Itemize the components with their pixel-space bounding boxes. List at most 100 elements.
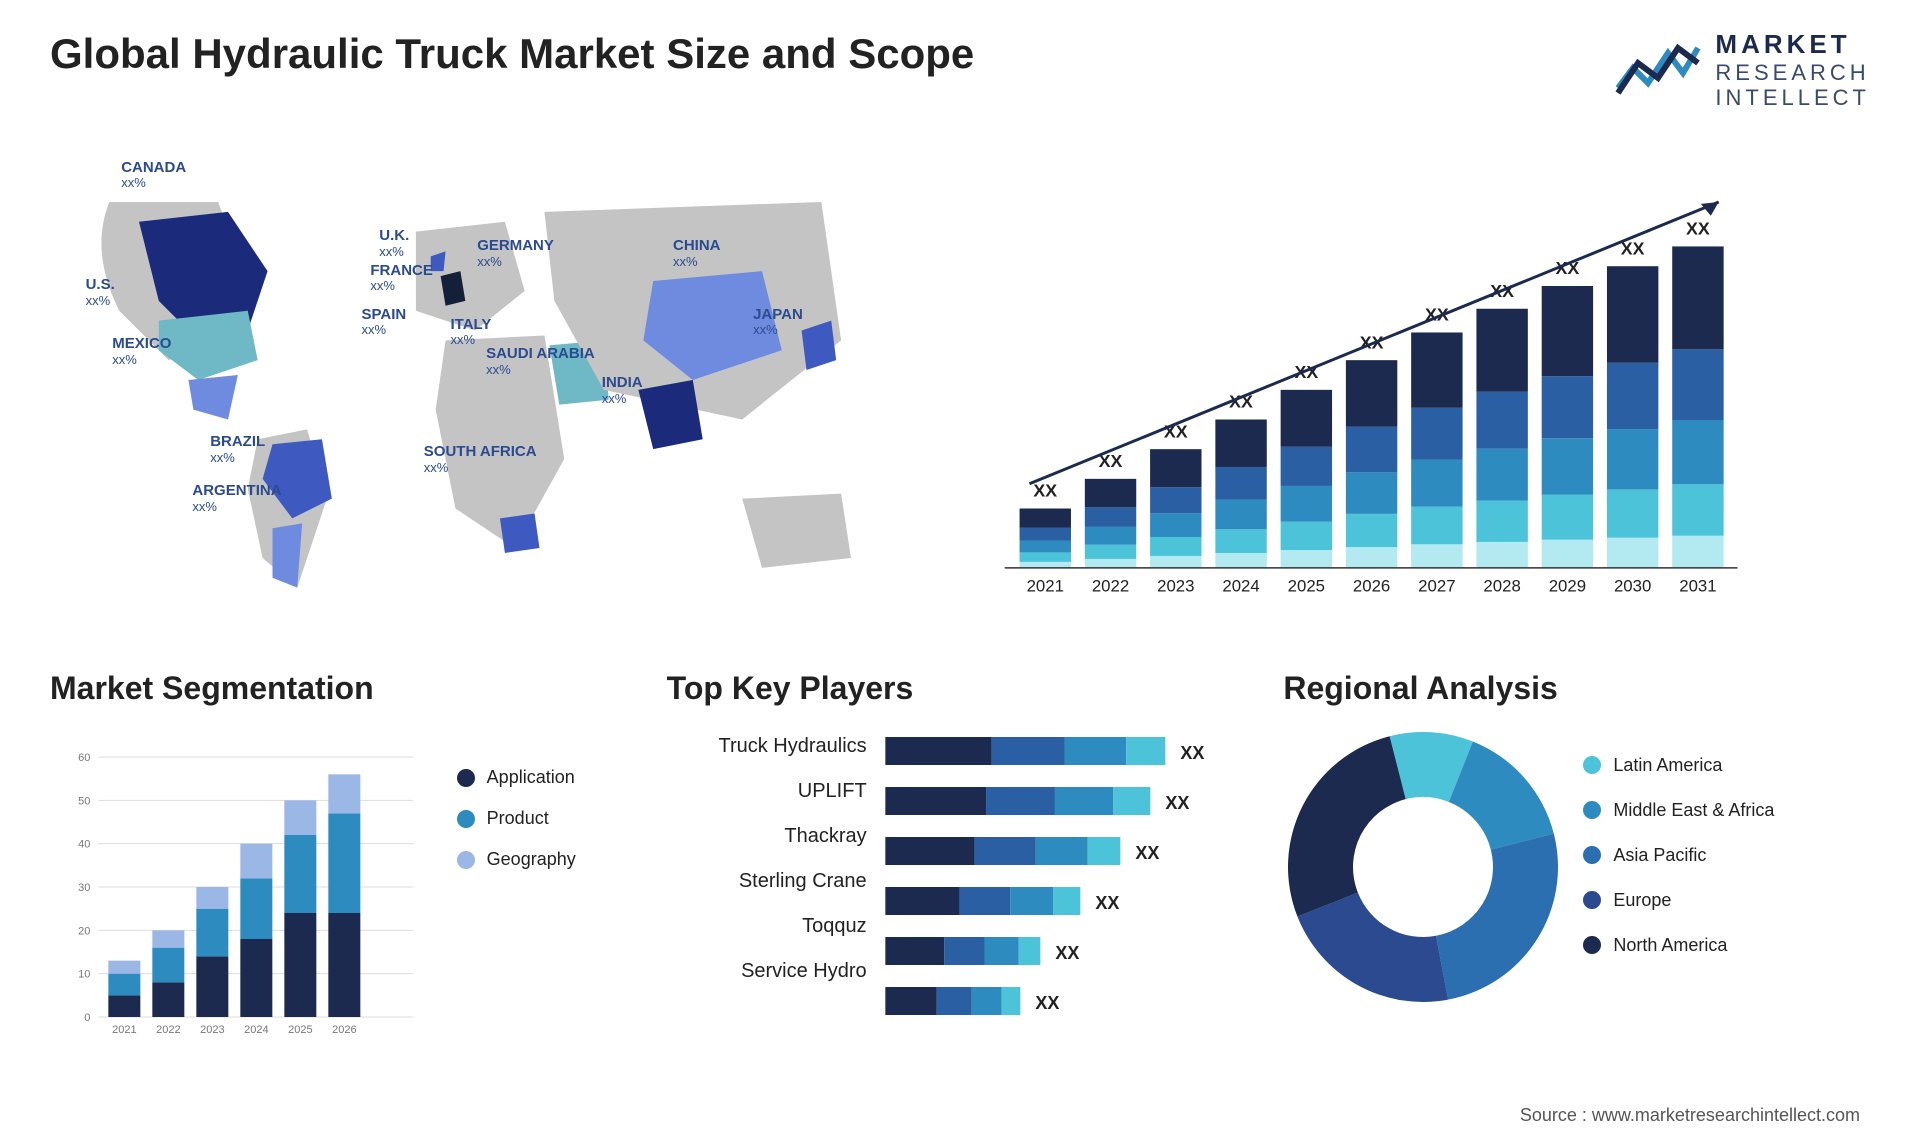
map-label-mexico: MEXICOxx% [112, 336, 171, 367]
top-row: CANADAxx%U.S.xx%MEXICOxx%BRAZILxx%ARGENT… [50, 130, 1870, 620]
logo-line-3: INTELLECT [1715, 85, 1870, 110]
svg-text:2031: 2031 [1679, 577, 1716, 596]
logo-line-2: RESEARCH [1715, 60, 1870, 85]
svg-text:2021: 2021 [112, 1024, 136, 1036]
bottom-row: Market Segmentation 0 10 20 30 40 50 60 2021 202… [50, 670, 1870, 1100]
svg-text:XX: XX [1135, 843, 1159, 863]
logo-text: MARKET RESEARCH INTELLECT [1715, 30, 1870, 110]
player-label: UPLIFT [798, 780, 867, 803]
map-label-south-africa: SOUTH AFRICAxx% [424, 444, 537, 475]
regional-analysis-panel: Regional Analysis Latin America Middle Ea… [1283, 670, 1870, 1100]
svg-text:2025: 2025 [1288, 577, 1325, 596]
legend-label: Product [487, 808, 549, 829]
legend-dot-icon [1583, 936, 1601, 954]
svg-text:XX: XX [1055, 943, 1079, 963]
segmentation-legend-item: Application [457, 767, 637, 788]
svg-text:XX: XX [1035, 993, 1059, 1013]
legend-label: Latin America [1613, 755, 1722, 776]
svg-text:2024: 2024 [1222, 577, 1259, 596]
map-label-brazil: BRAZILxx% [210, 434, 265, 465]
segmentation-legend-item: Product [457, 808, 637, 829]
legend-dot-icon [1583, 891, 1601, 909]
player-labels: Truck HydraulicsUPLIFTThackraySterling C… [667, 727, 867, 1047]
player-label: Service Hydro [741, 960, 867, 983]
svg-text:50: 50 [78, 796, 90, 808]
map-label-u-s-: U.S.xx% [86, 277, 115, 308]
legend-dot-icon [457, 851, 475, 869]
svg-text:20: 20 [78, 926, 90, 938]
svg-text:2027: 2027 [1418, 577, 1455, 596]
legend-dot-icon [1583, 846, 1601, 864]
logo: MARKET RESEARCH INTELLECT [1613, 30, 1870, 110]
svg-text:XX: XX [1165, 793, 1189, 813]
legend-dot-icon [1583, 801, 1601, 819]
players-svg: XX XX XX XX XX XX [877, 727, 1254, 1047]
growth-chart-svg: XX2021XX2022XX2023XX2024XX2025XX2026XX20… [980, 130, 1870, 620]
svg-text:2025: 2025 [288, 1024, 312, 1036]
growth-chart: XX2021XX2022XX2023XX2024XX2025XX2026XX20… [980, 130, 1870, 620]
svg-text:40: 40 [78, 839, 90, 851]
legend-label: Application [487, 767, 575, 788]
source-text: Source : www.marketresearchintellect.com [1520, 1105, 1860, 1126]
top-key-players-title: Top Key Players [667, 670, 1254, 707]
svg-text:2029: 2029 [1549, 577, 1586, 596]
segmentation-legend-item: Geography [457, 849, 637, 870]
svg-text:2026: 2026 [1353, 577, 1390, 596]
header: Global Hydraulic Truck Market Size and S… [50, 30, 1870, 110]
map-label-u-k-: U.K.xx% [379, 228, 409, 259]
map-label-france: FRANCExx% [370, 263, 433, 294]
map-label-argentina: ARGENTINAxx% [192, 483, 281, 514]
legend-dot-icon [457, 769, 475, 787]
regional-legend-item: Latin America [1583, 755, 1870, 776]
svg-text:2023: 2023 [1157, 577, 1194, 596]
svg-text:2022: 2022 [1092, 577, 1129, 596]
svg-text:XX: XX [1095, 893, 1119, 913]
svg-text:XX: XX [1033, 481, 1057, 501]
svg-text:2022: 2022 [156, 1024, 180, 1036]
svg-text:10: 10 [78, 969, 90, 981]
regional-legend-item: Asia Pacific [1583, 845, 1870, 866]
market-segmentation-chart: 0 10 20 30 40 50 60 2021 2022 2023 2024 2025 2026 [50, 727, 437, 1047]
regional-analysis-title: Regional Analysis [1283, 670, 1870, 707]
regional-legend-item: Middle East & Africa [1583, 800, 1870, 821]
player-label: Truck Hydraulics [718, 735, 866, 758]
page-title: Global Hydraulic Truck Market Size and S… [50, 30, 974, 78]
legend-label: Geography [487, 849, 576, 870]
donut-svg [1283, 727, 1563, 1007]
map-label-india: INDIAxx% [602, 375, 643, 406]
map-label-china: CHINAxx% [673, 238, 721, 269]
svg-text:2021: 2021 [1027, 577, 1064, 596]
svg-text:60: 60 [78, 752, 90, 764]
svg-text:2023: 2023 [200, 1024, 224, 1036]
map-label-saudi-arabia: SAUDI ARABIAxx% [486, 346, 595, 377]
legend-label: Europe [1613, 890, 1671, 911]
player-bars: XX XX XX XX XX XX [877, 727, 1254, 1047]
top-key-players-panel: Top Key Players Truck Hydraulics UPLIFT Th… [667, 670, 1254, 1100]
logo-line-1: MARKET [1715, 30, 1870, 60]
regional-legend-item: Europe [1583, 890, 1870, 911]
regional-legend-item: North America [1583, 935, 1870, 956]
map-label-spain: SPAINxx% [362, 307, 407, 338]
svg-text:30: 30 [78, 882, 90, 894]
legend-label: Middle East & Africa [1613, 800, 1774, 821]
regional-donut [1283, 727, 1563, 1007]
legend-label: North America [1613, 935, 1727, 956]
map-label-japan: JAPANxx% [753, 307, 803, 338]
svg-text:2028: 2028 [1483, 577, 1520, 596]
player-label: Thackray [784, 825, 866, 848]
market-segmentation-title: Market Segmentation [50, 670, 637, 707]
map-label-germany: GERMANYxx% [477, 238, 554, 269]
map-label-italy: ITALYxx% [451, 317, 492, 348]
legend-label: Asia Pacific [1613, 845, 1706, 866]
market-segmentation-panel: Market Segmentation 0 10 20 30 40 50 60 2021 202… [50, 670, 637, 1100]
segmentation-svg: 0 10 20 30 40 50 60 2021 2022 2023 2024 2025 2026 [50, 727, 437, 1047]
player-label: Toqquz [802, 915, 867, 938]
svg-text:XX: XX [1180, 743, 1204, 763]
svg-text:2024: 2024 [244, 1024, 268, 1036]
legend-dot-icon [1583, 756, 1601, 774]
logo-icon [1613, 38, 1703, 103]
svg-text:0: 0 [84, 1012, 90, 1024]
svg-text:2030: 2030 [1614, 577, 1651, 596]
svg-text:2026: 2026 [332, 1024, 356, 1036]
regional-legend: Latin America Middle East & Africa Asia Pa… [1583, 755, 1870, 980]
